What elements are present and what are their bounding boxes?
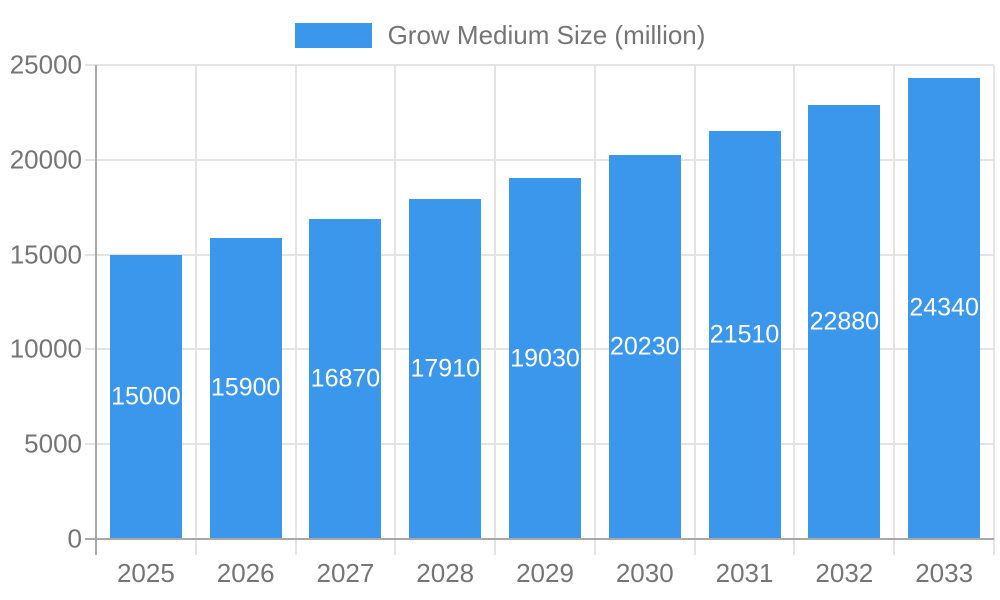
- gridline-v: [294, 65, 297, 555]
- gridline-v: [693, 65, 696, 555]
- bar-value-label: 20230: [610, 332, 680, 361]
- bar-value-label: 24340: [909, 293, 979, 322]
- gridline-v: [593, 65, 596, 555]
- bar-value-label: 21510: [709, 320, 780, 349]
- bar-value-label: 15000: [111, 382, 181, 411]
- x-axis-tick-label: 2033: [915, 558, 974, 588]
- x-axis-tick-label: 2027: [316, 558, 375, 588]
- gridline-v: [194, 65, 197, 555]
- y-axis-tick-label: 20000: [9, 144, 82, 175]
- x-axis-tick-label: 2028: [416, 558, 475, 588]
- bar-2031[interactable]: 21510: [708, 131, 781, 539]
- y-axis-line: [95, 65, 97, 555]
- gridline-v: [494, 65, 497, 555]
- gridline-h: [85, 158, 994, 161]
- bar-value-label: 16870: [310, 364, 381, 393]
- legend-swatch: [294, 23, 372, 48]
- bar-2032[interactable]: 22880: [808, 105, 881, 539]
- gridline-v: [993, 65, 995, 555]
- bar-2027[interactable]: 16870: [309, 219, 382, 539]
- y-axis-tick-label: 0: [67, 523, 82, 554]
- bar-value-label: 15900: [210, 373, 281, 402]
- x-axis-tick-label: 2030: [615, 558, 674, 588]
- y-axis-tick-label: 5000: [24, 428, 82, 459]
- x-axis-line: [85, 538, 994, 540]
- bar-2028[interactable]: 17910: [409, 199, 482, 539]
- plot-area: 15000 15900 16870 17910 19030 20230 21510 22880…: [85, 64, 995, 555]
- gridline-v: [893, 65, 896, 555]
- bar-value-label: 19030: [510, 344, 580, 373]
- x-axis-tick-label: 2029: [516, 558, 574, 588]
- gridline-h: [85, 64, 994, 66]
- gridline-v: [394, 65, 397, 555]
- x-axis-tick-label: 2026: [216, 558, 275, 588]
- y-axis-tick-label: 10000: [9, 333, 82, 364]
- x-axis-tick-label: 2031: [715, 558, 774, 588]
- gridline-v: [793, 65, 796, 555]
- x-axis-tick-label: 2032: [815, 558, 874, 588]
- bar-2033[interactable]: 24340: [908, 77, 981, 539]
- bar-2029[interactable]: 19030: [509, 178, 581, 539]
- y-axis-tick-label: 15000: [9, 239, 82, 270]
- legend-label: Grow Medium Size (million): [387, 20, 706, 50]
- bar-2026[interactable]: 15900: [209, 237, 282, 539]
- bar-value-label: 17910: [410, 354, 480, 383]
- bar-2030[interactable]: 20230: [608, 155, 681, 539]
- y-axis-tick-label: 25000: [9, 49, 82, 80]
- x-axis-tick-label: 2025: [116, 558, 175, 588]
- bar-value-label: 22880: [809, 307, 880, 336]
- legend[interactable]: Grow Medium Size (million): [0, 20, 1000, 51]
- bar-2025[interactable]: 15000: [109, 254, 182, 539]
